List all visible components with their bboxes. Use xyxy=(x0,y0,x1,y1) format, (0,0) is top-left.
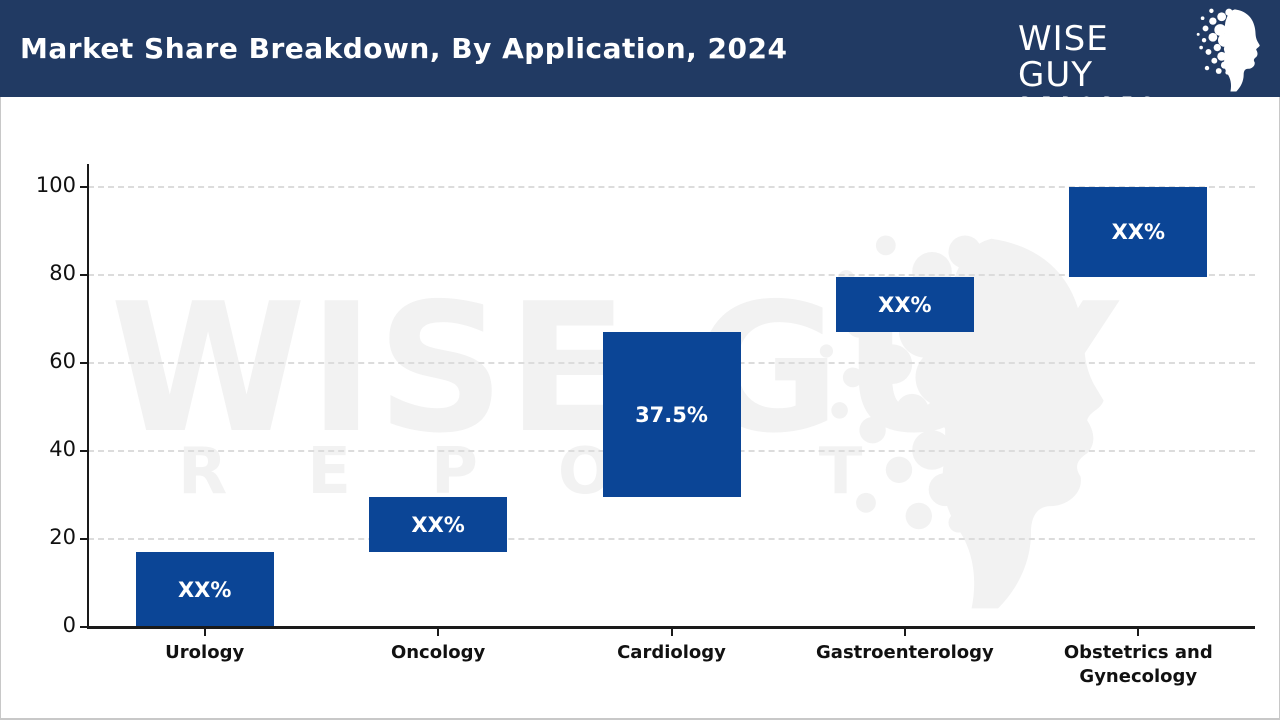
x-category-label-oncology: Oncology xyxy=(390,642,486,663)
y-tick-mark-0 xyxy=(80,626,88,628)
y-tick-mark-20 xyxy=(80,538,88,540)
page-title: Market Share Breakdown, By Application, … xyxy=(20,32,788,65)
x-tick-mark-oncology xyxy=(437,629,440,636)
gridline-20 xyxy=(88,538,1255,540)
header-bar: Market Share Breakdown, By Application, … xyxy=(0,0,1280,111)
bar-oncology: XX% xyxy=(369,497,508,553)
x-tick-mark-cardiology xyxy=(670,629,673,636)
bar-value-label-obstetrics-and-gynecology: XX% xyxy=(1111,220,1166,245)
y-tick-mark-80 xyxy=(80,274,88,276)
y-tick-label-20: 20 xyxy=(49,525,76,549)
bar-obstetrics-and-gynecology: XX% xyxy=(1069,187,1208,278)
logo-wordmark: WISE GUY xyxy=(1018,19,1109,95)
gridline-80 xyxy=(88,274,1255,276)
waterfall-chart: WISE GUY REPORTS 020406080100XX%UrologyX… xyxy=(0,97,1280,720)
y-tick-label-40: 40 xyxy=(49,437,76,461)
y-tick-label-100: 100 xyxy=(35,173,76,197)
bar-cardiology: 37.5% xyxy=(602,332,741,498)
wise-guy-reports-logo: WISE GUY REPORTS xyxy=(1018,0,1268,111)
head-profile-icon xyxy=(1196,8,1260,92)
gridline-100 xyxy=(88,186,1255,188)
bar-urology: XX% xyxy=(135,552,274,627)
bar-value-label-cardiology: 37.5% xyxy=(635,402,708,427)
x-category-label-gastroenterology: Gastroenterology xyxy=(816,642,994,663)
y-tick-label-0: 0 xyxy=(62,613,76,637)
watermark-subtitle: REPORTS xyxy=(178,435,1068,509)
x-category-label-urology: Urology xyxy=(165,642,245,663)
x-tick-mark-obstetrics-and-gynecology xyxy=(1137,629,1140,636)
y-tick-mark-40 xyxy=(80,450,88,452)
bar-value-label-oncology: XX% xyxy=(411,512,465,537)
y-tick-mark-60 xyxy=(80,362,88,364)
y-tick-label-80: 80 xyxy=(49,261,76,285)
y-axis-line xyxy=(87,164,89,629)
watermark-head-profile xyxy=(819,235,1104,609)
bar-gastroenterology: XX% xyxy=(835,277,974,333)
y-tick-label-60: 60 xyxy=(49,349,76,373)
bar-value-label-urology: XX% xyxy=(177,577,232,602)
x-category-label-obstetrics-and-gynecology: Obstetrics and Gynecology xyxy=(1063,642,1213,688)
y-tick-mark-100 xyxy=(80,186,88,188)
x-tick-mark-urology xyxy=(203,629,206,636)
bar-value-label-gastroenterology: XX% xyxy=(878,292,932,317)
x-axis-line xyxy=(87,626,1255,629)
x-tick-mark-gastroenterology xyxy=(903,629,906,636)
x-category-label-cardiology: Cardiology xyxy=(617,642,726,663)
